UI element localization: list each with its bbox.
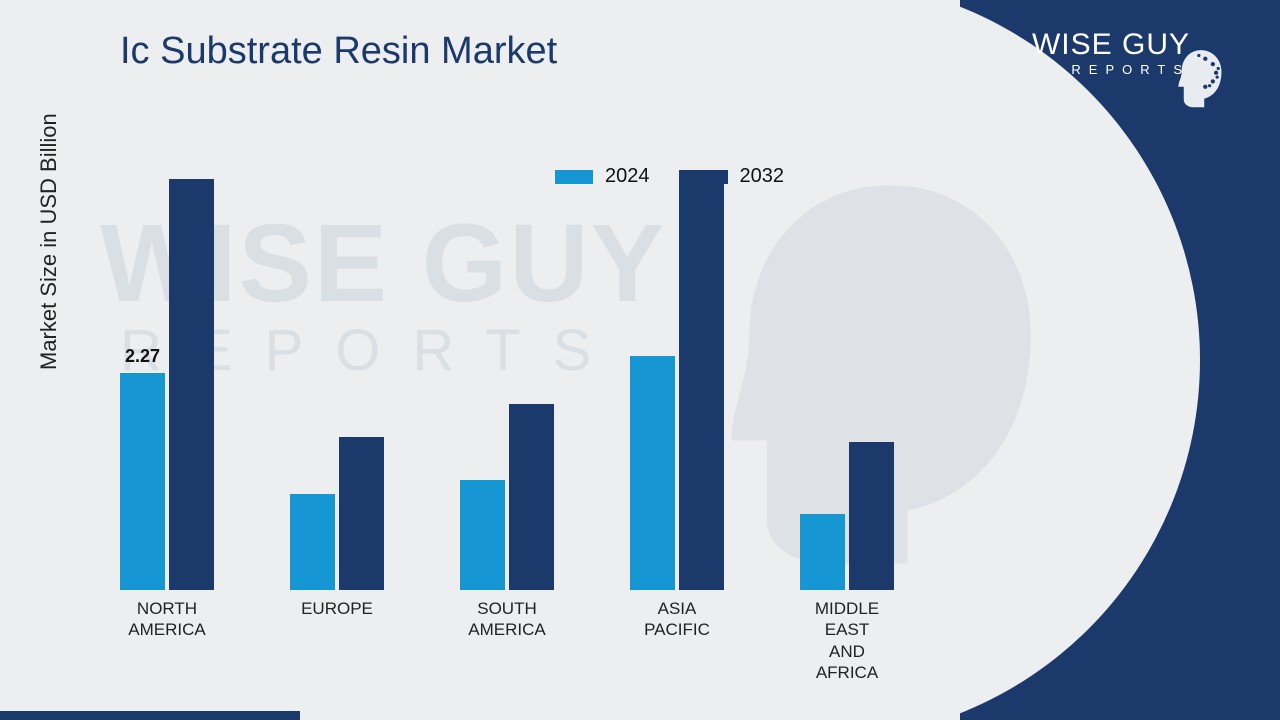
y-axis-label: Market Size in USD Billion bbox=[36, 113, 62, 370]
bar bbox=[460, 480, 505, 590]
category-label: MIDDLEEASTANDAFRICA bbox=[777, 590, 917, 683]
bar bbox=[679, 170, 724, 590]
bar bbox=[339, 437, 384, 590]
category-label: ASIAPACIFIC bbox=[607, 590, 747, 641]
brand-head-icon bbox=[1174, 48, 1228, 118]
footer-accent-bar bbox=[0, 711, 300, 720]
chart-stage: WISE GUY REPORTS Ic Substrate Resin Mark… bbox=[0, 0, 1280, 720]
brand-logo: WISE GUY REPORTS bbox=[1032, 28, 1250, 77]
bar bbox=[120, 373, 165, 590]
bar bbox=[509, 404, 554, 590]
bar bbox=[630, 356, 675, 590]
brand-line2: REPORTS bbox=[1032, 62, 1190, 77]
bar-value-label: 2.27 bbox=[125, 346, 160, 367]
category-label: EUROPE bbox=[267, 590, 407, 619]
plot-area: 2.27NORTHAMERICAEUROPESOUTHAMERICAASIAPA… bbox=[90, 160, 940, 590]
bar bbox=[849, 442, 894, 590]
brand-line1: WISE GUY bbox=[1032, 28, 1190, 62]
bar bbox=[290, 494, 335, 590]
bar bbox=[169, 179, 214, 590]
category-label: SOUTHAMERICA bbox=[437, 590, 577, 641]
bar bbox=[800, 514, 845, 590]
chart-title: Ic Substrate Resin Market bbox=[120, 30, 557, 73]
category-label: NORTHAMERICA bbox=[97, 590, 237, 641]
